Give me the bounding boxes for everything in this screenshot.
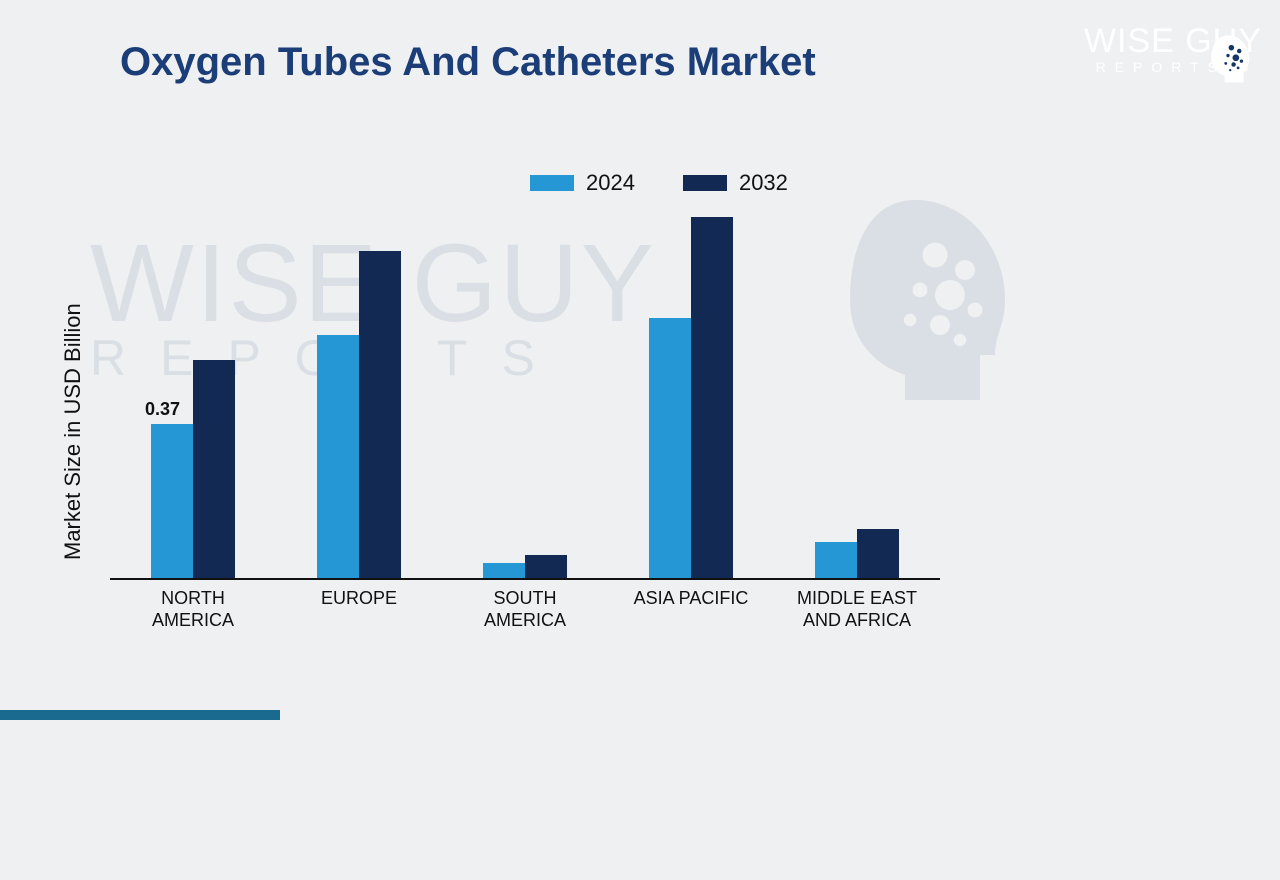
bar [193, 360, 235, 580]
brand-logo: WISE GUY REPORTS [972, 22, 1262, 75]
bar-chart: 0.37 [110, 200, 940, 580]
bar-group: 0.37 [151, 360, 235, 580]
bar [151, 424, 193, 580]
x-axis-tick-label: SOUTH AMERICA [460, 588, 590, 631]
bar [691, 217, 733, 580]
bar-group [483, 555, 567, 580]
bar-groups-container: 0.37 [110, 200, 940, 580]
bar [857, 529, 899, 580]
bar [649, 318, 691, 580]
bar-group [317, 251, 401, 580]
chart-legend: 2024 2032 [530, 170, 788, 196]
brand-subtitle: REPORTS [972, 59, 1226, 75]
x-axis-line [110, 578, 940, 580]
x-axis-tick-label: EUROPE [294, 588, 424, 631]
chart-title: Oxygen Tubes And Catheters Market [120, 40, 816, 85]
bar [525, 555, 567, 580]
legend-item-2032: 2032 [683, 170, 788, 196]
bar [317, 335, 359, 580]
bar-group [649, 217, 733, 580]
legend-swatch-2024 [530, 175, 574, 191]
legend-label-2032: 2032 [739, 170, 788, 196]
x-axis-tick-label: ASIA PACIFIC [626, 588, 756, 631]
x-axis-labels: NORTH AMERICA EUROPE SOUTH AMERICA ASIA PAC… [110, 588, 940, 631]
bar [359, 251, 401, 580]
x-axis-tick-label: NORTH AMERICA [128, 588, 258, 631]
legend-label-2024: 2024 [586, 170, 635, 196]
legend-item-2024: 2024 [530, 170, 635, 196]
x-axis-tick-label: MIDDLE EAST AND AFRICA [792, 588, 922, 631]
y-axis-label: Market Size in USD Billion [60, 303, 86, 560]
bottom-accent-bar [0, 710, 280, 720]
bar-value-label: 0.37 [145, 399, 180, 420]
bar [815, 542, 857, 580]
legend-swatch-2032 [683, 175, 727, 191]
brand-head-icon [1200, 32, 1256, 88]
bar-group [815, 529, 899, 580]
